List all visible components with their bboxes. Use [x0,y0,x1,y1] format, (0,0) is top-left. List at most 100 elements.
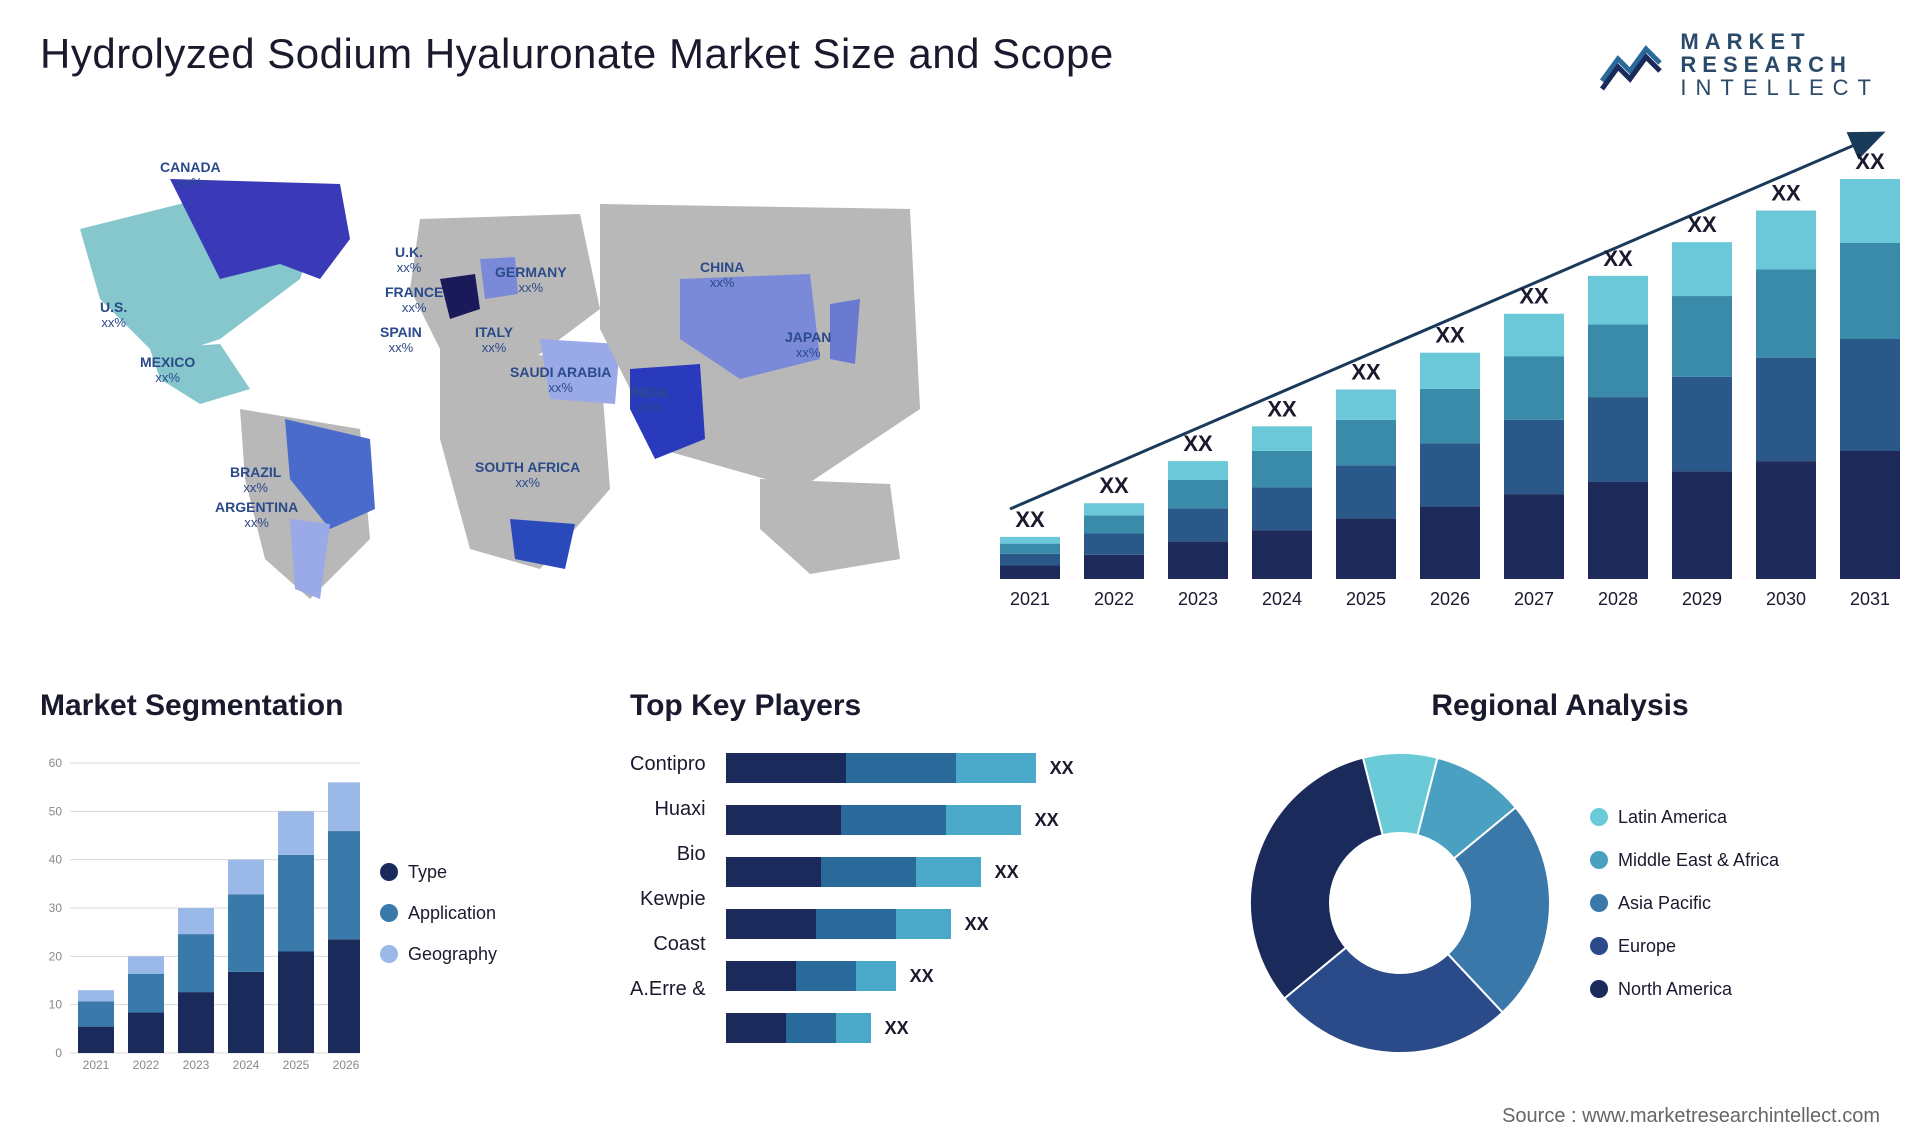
seg-legend-item: Geography [380,944,497,965]
header: Hydrolyzed Sodium Hyaluronate Market Siz… [40,30,1880,99]
map-label-japan: JAPANxx% [785,329,831,360]
svg-text:2024: 2024 [233,1058,260,1072]
map-label-brazil: BRAZILxx% [230,464,281,495]
player-name: Coast [653,933,705,956]
player-row: XX [726,753,1074,783]
regional-legend-item: North America [1590,979,1779,1000]
regional-legend: Latin America Middle East & Africa Asia Pa… [1590,807,1779,1000]
player-row: XX [726,857,1074,887]
player-value: XX [1050,758,1074,779]
svg-text:2025: 2025 [283,1058,310,1072]
player-value: XX [965,914,989,935]
svg-text:XX: XX [1687,212,1717,237]
regional-panel: Regional Analysis Latin America Middle Ea… [1240,689,1880,1109]
svg-text:2021: 2021 [83,1058,110,1072]
regional-title: Regional Analysis [1240,689,1880,723]
logo-icon [1598,37,1668,93]
main-bar-chart-panel: XX 2021 XX 2022 XX 2023 XX 2024 XX 2025 XX 2026 XX 20… [980,129,1920,649]
map-label-india: INDIAxx% [630,384,668,415]
svg-text:XX: XX [1099,473,1129,498]
map-label-argentina: ARGENTINAxx% [215,499,298,530]
svg-text:XX: XX [1351,360,1381,385]
page-title: Hydrolyzed Sodium Hyaluronate Market Siz… [40,30,1114,78]
svg-text:XX: XX [1267,397,1297,422]
player-bars: XX XX XX XX XX XX [726,743,1074,1043]
svg-text:XX: XX [1519,284,1549,309]
svg-text:10: 10 [49,998,63,1012]
player-name: A.Erre & [630,978,706,1001]
regional-legend-item: Europe [1590,936,1779,957]
player-value: XX [910,966,934,987]
svg-text:XX: XX [1603,246,1633,271]
svg-text:40: 40 [49,853,63,867]
map-label-saudi-arabia: SAUDI ARABIAxx% [510,364,611,395]
logo-line2: RESEARCH [1680,53,1880,76]
svg-text:XX: XX [1435,323,1465,348]
map-label-spain: SPAINxx% [380,324,422,355]
bottom-row: Market Segmentation 0 10 20 30 40 50 60 2021 202… [40,689,1880,1109]
map-label-south-africa: SOUTH AFRICAxx% [475,459,580,490]
player-name: Kewpie [640,888,706,911]
map-label-canada: CANADAxx% [160,159,221,190]
svg-text:2026: 2026 [333,1058,360,1072]
svg-text:2021: 2021 [1010,589,1050,609]
svg-text:2027: 2027 [1514,589,1554,609]
svg-text:XX: XX [1015,507,1045,532]
player-row: XX [726,961,1074,991]
logo-line1: MARKET [1680,30,1880,53]
seg-legend-item: Application [380,903,497,924]
svg-text:30: 30 [49,901,63,915]
map-label-france: FRANCExx% [385,284,443,315]
player-name: Bio [677,843,706,866]
svg-text:2028: 2028 [1598,589,1638,609]
top-row: CANADAxx% U.S.xx% MEXICOxx% BRAZILxx% ARGENT… [40,129,1880,649]
map-label-u-k-: U.K.xx% [395,244,423,275]
main-bar-chart: XX 2021 XX 2022 XX 2023 XX 2024 XX 2025 XX 2026 XX 20… [980,129,1920,629]
player-value: XX [885,1018,909,1039]
player-row: XX [726,909,1074,939]
svg-text:2023: 2023 [1178,589,1218,609]
segmentation-panel: Market Segmentation 0 10 20 30 40 50 60 2021 202… [40,689,600,1109]
map-label-mexico: MEXICOxx% [140,354,195,385]
segmentation-legend: TypeApplicationGeography [380,743,497,1083]
player-row: XX [726,1013,1074,1043]
map-label-u-s-: U.S.xx% [100,299,127,330]
logo-line3: INTELLECT [1680,76,1880,99]
svg-text:0: 0 [55,1046,62,1060]
svg-text:2026: 2026 [1430,589,1470,609]
player-name: Huaxi [654,798,705,821]
map-label-italy: ITALYxx% [475,324,513,355]
svg-text:2025: 2025 [1346,589,1386,609]
world-map-panel: CANADAxx% U.S.xx% MEXICOxx% BRAZILxx% ARGENT… [40,129,940,649]
player-name: Contipro [630,753,706,776]
map-label-china: CHINAxx% [700,259,744,290]
svg-text:2022: 2022 [1094,589,1134,609]
regional-legend-item: Middle East & Africa [1590,850,1779,871]
svg-text:XX: XX [1855,149,1885,174]
svg-text:50: 50 [49,805,63,819]
regional-legend-item: Latin America [1590,807,1779,828]
players-panel: Top Key Players ContiproHuaxiBioKewpieCo… [630,689,1210,1109]
svg-text:2030: 2030 [1766,589,1806,609]
players-title: Top Key Players [630,689,1210,723]
svg-text:XX: XX [1771,181,1801,206]
player-value: XX [1035,810,1059,831]
segmentation-title: Market Segmentation [40,689,600,723]
svg-text:60: 60 [49,756,63,770]
source-label: Source : www.marketresearchintellect.com [1502,1105,1880,1128]
regional-legend-item: Asia Pacific [1590,893,1779,914]
svg-text:2024: 2024 [1262,589,1302,609]
regional-donut [1240,743,1560,1063]
brand-logo: MARKET RESEARCH INTELLECT [1598,30,1880,99]
svg-text:2023: 2023 [183,1058,210,1072]
svg-text:XX: XX [1183,431,1213,456]
svg-text:2031: 2031 [1850,589,1890,609]
player-value: XX [995,862,1019,883]
svg-text:2022: 2022 [133,1058,160,1072]
player-row: XX [726,805,1074,835]
map-label-germany: GERMANYxx% [495,264,567,295]
svg-text:2029: 2029 [1682,589,1722,609]
player-names: Contipro Huaxi Bio Kewpie Coast A.Erre & [630,743,706,1043]
svg-text:20: 20 [49,950,63,964]
segmentation-chart: 0 10 20 30 40 50 60 2021 2022 2023 2024 2025 2026 [40,743,360,1083]
